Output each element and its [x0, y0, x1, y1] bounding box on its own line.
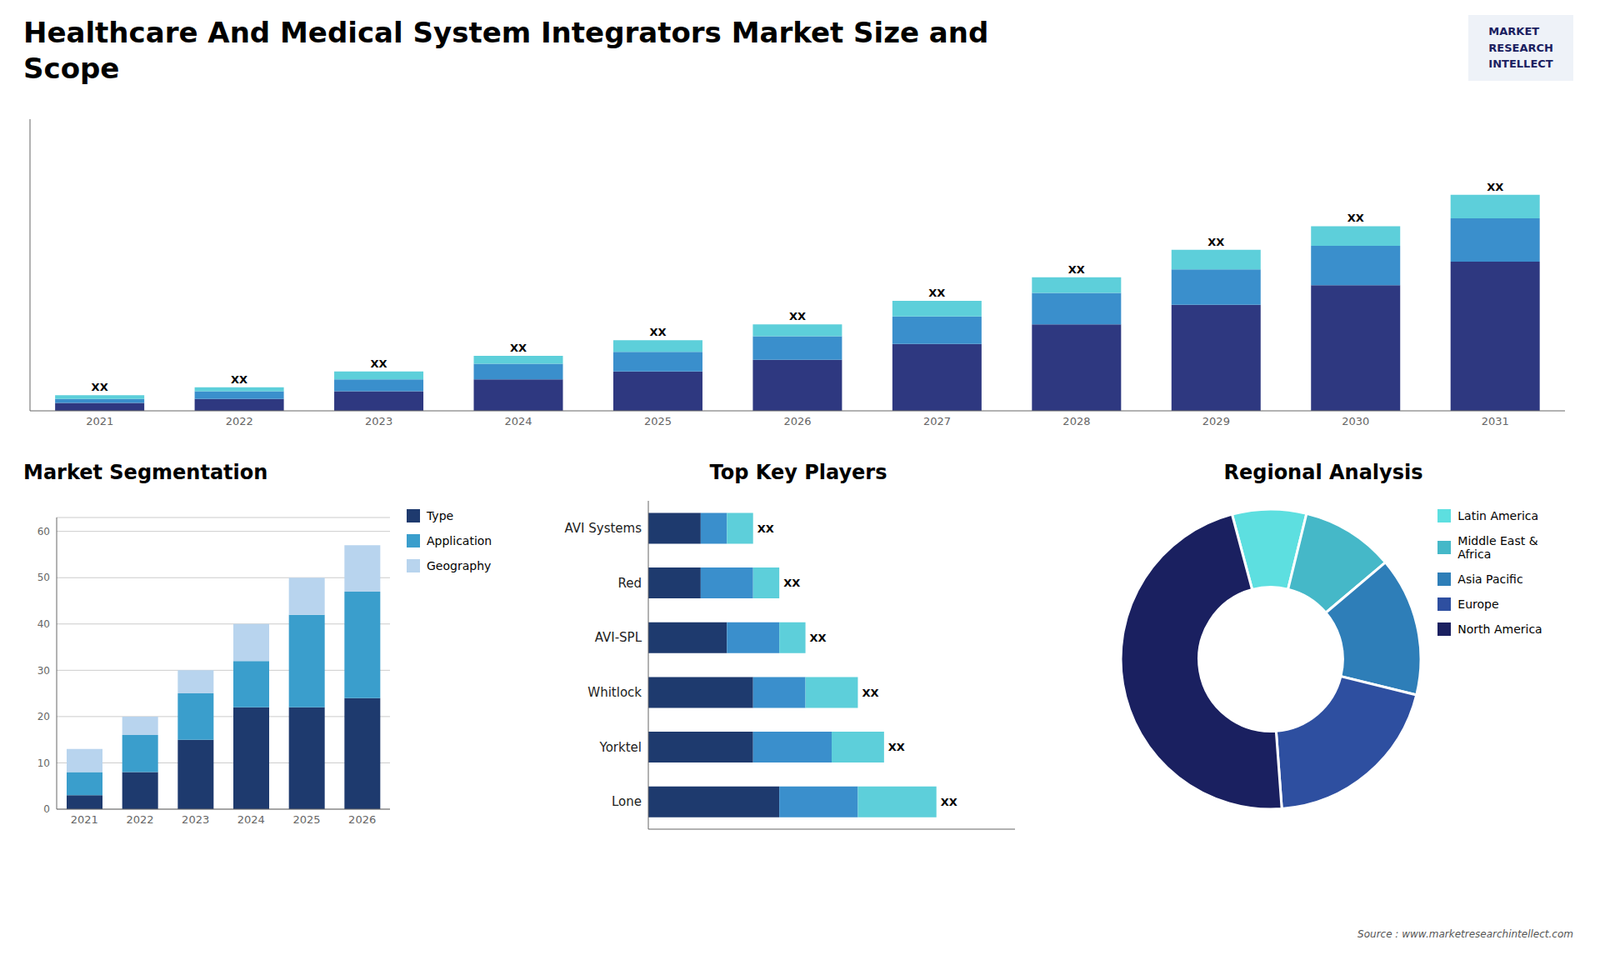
svg-text:2026: 2026 — [783, 415, 811, 428]
svg-text:2027: 2027 — [923, 415, 951, 428]
html-text:INTELLECT: INTELLECT — [1488, 57, 1554, 70]
svg-text:XX: XX — [649, 325, 666, 339]
svg-text:XX: XX — [1068, 263, 1085, 276]
html-text:Application: Application — [426, 534, 492, 548]
html-text:Scope: Scope — [23, 51, 120, 85]
svg-text:XX: XX — [940, 795, 958, 809]
svg-text:AVI-SPL: AVI-SPL — [595, 630, 643, 645]
svg-text:2025: 2025 — [292, 813, 320, 826]
svg-text:XX: XX — [1207, 235, 1225, 249]
svg-text:2021: 2021 — [70, 813, 99, 826]
svg-text:20: 20 — [37, 710, 50, 723]
svg-text:XX: XX — [928, 286, 945, 300]
svg-text:2031: 2031 — [1481, 415, 1510, 428]
html-text:RESEARCH: RESEARCH — [1488, 41, 1554, 54]
svg-text:XX: XX — [810, 631, 827, 645]
html-text:Middle East &: Middle East & — [1457, 534, 1538, 548]
html-text:North America: North America — [1457, 622, 1543, 636]
svg-text:2024: 2024 — [505, 415, 533, 428]
html-text:Regional Analysis: Regional Analysis — [1223, 460, 1423, 485]
svg-text:XX: XX — [91, 380, 109, 394]
svg-text:XX: XX — [1486, 180, 1504, 194]
svg-text:2030: 2030 — [1341, 415, 1370, 428]
svg-text:0: 0 — [43, 803, 50, 815]
html-text:MARKET: MARKET — [1488, 25, 1540, 38]
html-text:Geography: Geography — [426, 559, 492, 573]
html-text:Type: Type — [426, 509, 454, 523]
svg-text:XX: XX — [230, 373, 248, 386]
html-text:Market Segmentation: Market Segmentation — [23, 460, 268, 485]
svg-text:10: 10 — [37, 757, 50, 770]
html-text:Source : www.marketresearchint: Source : www.marketresearchintellect.com — [1357, 928, 1574, 940]
svg-text:XX: XX — [783, 576, 800, 590]
svg-text:2022: 2022 — [225, 415, 254, 428]
svg-text:2029: 2029 — [1202, 415, 1230, 428]
svg-text:XX: XX — [510, 341, 527, 355]
svg-text:2023: 2023 — [181, 813, 210, 826]
html-text:Africa: Africa — [1457, 547, 1492, 561]
html-text:Asia Pacific: Asia Pacific — [1457, 572, 1523, 586]
svg-text:2023: 2023 — [365, 415, 393, 428]
svg-text:2025: 2025 — [644, 415, 672, 428]
svg-text:XX: XX — [1347, 211, 1365, 225]
svg-text:XX: XX — [861, 686, 879, 700]
svg-text:2026: 2026 — [348, 813, 376, 826]
html-text:Latin America: Latin America — [1457, 509, 1539, 523]
svg-text:AVI Systems: AVI Systems — [564, 520, 642, 536]
svg-text:XX: XX — [370, 357, 388, 370]
svg-text:XX: XX — [757, 522, 775, 535]
svg-text:60: 60 — [37, 525, 50, 538]
html-text:Top Key Players: Top Key Players — [709, 460, 888, 485]
svg-text:2022: 2022 — [125, 813, 154, 826]
svg-text:2024: 2024 — [237, 813, 265, 826]
svg-text:2021: 2021 — [85, 415, 114, 428]
svg-text:Red: Red — [618, 575, 643, 591]
svg-text:Lone: Lone — [611, 794, 642, 810]
svg-text:Whitlock: Whitlock — [587, 685, 642, 700]
svg-text:2028: 2028 — [1062, 415, 1090, 428]
svg-text:40: 40 — [37, 618, 50, 630]
svg-text:50: 50 — [37, 571, 50, 584]
svg-text:30: 30 — [37, 665, 50, 677]
html-text:Healthcare And Medical System: Healthcare And Medical System Integrator… — [23, 15, 989, 50]
html-text:Europe: Europe — [1457, 597, 1499, 611]
svg-text:XX: XX — [888, 740, 905, 754]
svg-text:XX: XX — [789, 310, 806, 323]
svg-text:Yorktel: Yorktel — [599, 740, 642, 755]
